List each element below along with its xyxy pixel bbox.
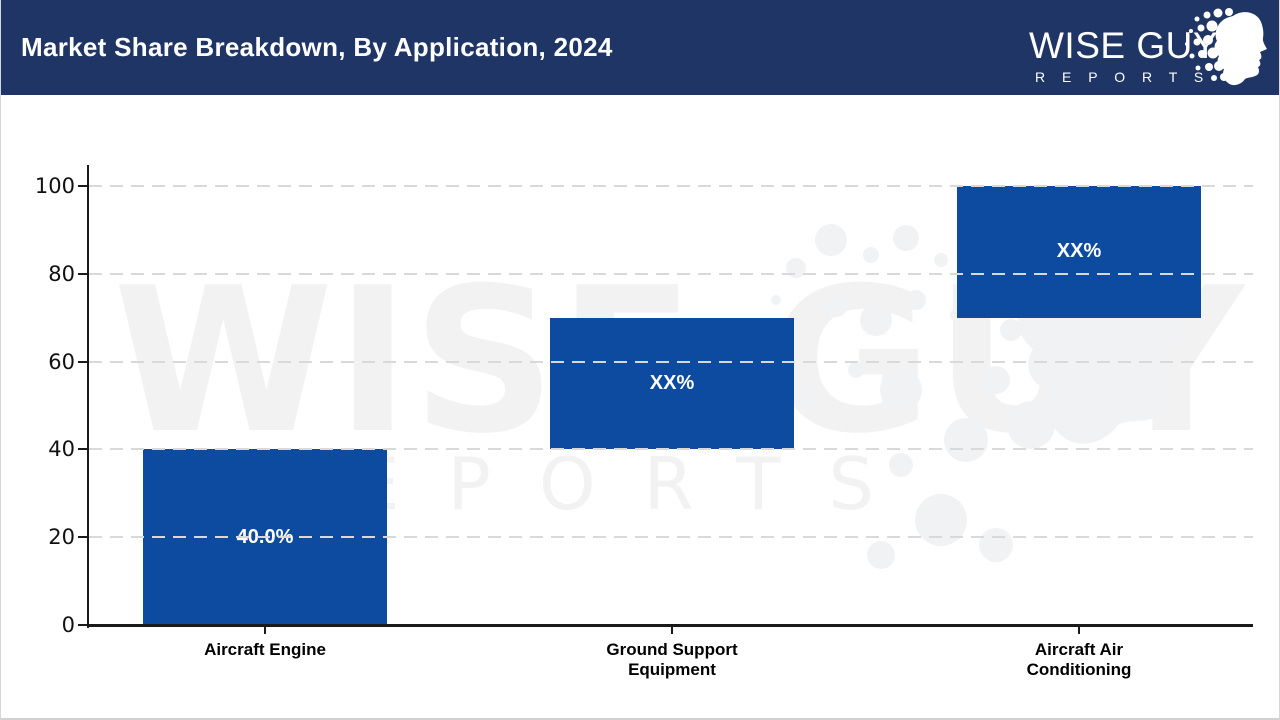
x-category-label: Aircraft Air Conditioning: [1026, 640, 1132, 679]
bar-segment: XX%: [550, 317, 794, 450]
y-tick-label: 40: [48, 437, 75, 462]
y-tick-label: 20: [48, 525, 75, 550]
x-axis-spine: [87, 624, 1253, 627]
y-tick-mark: [78, 185, 87, 187]
y-tick-mark: [78, 536, 87, 539]
gridline-100: [89, 185, 1253, 187]
y-axis-spine: [87, 165, 89, 628]
gridline-40: [89, 448, 1253, 451]
logo-face-icon: [1214, 11, 1267, 85]
wiseguy-logo: WISE GUY R E P O R T S: [1029, 7, 1267, 85]
y-tick-mark: [78, 624, 87, 626]
gridline-20: [89, 536, 1253, 539]
header-bar: Market Share Breakdown, By Application, …: [1, 0, 1279, 95]
x-tick-mark: [264, 627, 266, 634]
bar-segment: XX%: [957, 186, 1201, 318]
y-tick-label: 60: [48, 349, 75, 374]
gridline-60: [89, 360, 1253, 363]
gridline-80: [89, 272, 1253, 275]
x-category-label: Aircraft Engine: [204, 640, 326, 659]
y-tick-mark: [78, 360, 87, 363]
logo-subtext: R E P O R T S: [1035, 69, 1210, 85]
y-tick-mark: [78, 448, 87, 451]
x-tick-mark: [671, 627, 673, 634]
bar-value-label: XX%: [649, 372, 695, 395]
y-tick-mark: [78, 272, 87, 275]
x-category-label: Ground Support Equipment: [606, 640, 738, 679]
y-tick-label: 0: [61, 613, 75, 637]
x-tick-mark: [1078, 627, 1080, 634]
y-tick-label: 100: [34, 174, 75, 198]
y-tick-label: 80: [48, 261, 75, 286]
page-title: Market Share Breakdown, By Application, …: [21, 32, 613, 62]
bar-value-label: XX%: [1056, 240, 1102, 263]
